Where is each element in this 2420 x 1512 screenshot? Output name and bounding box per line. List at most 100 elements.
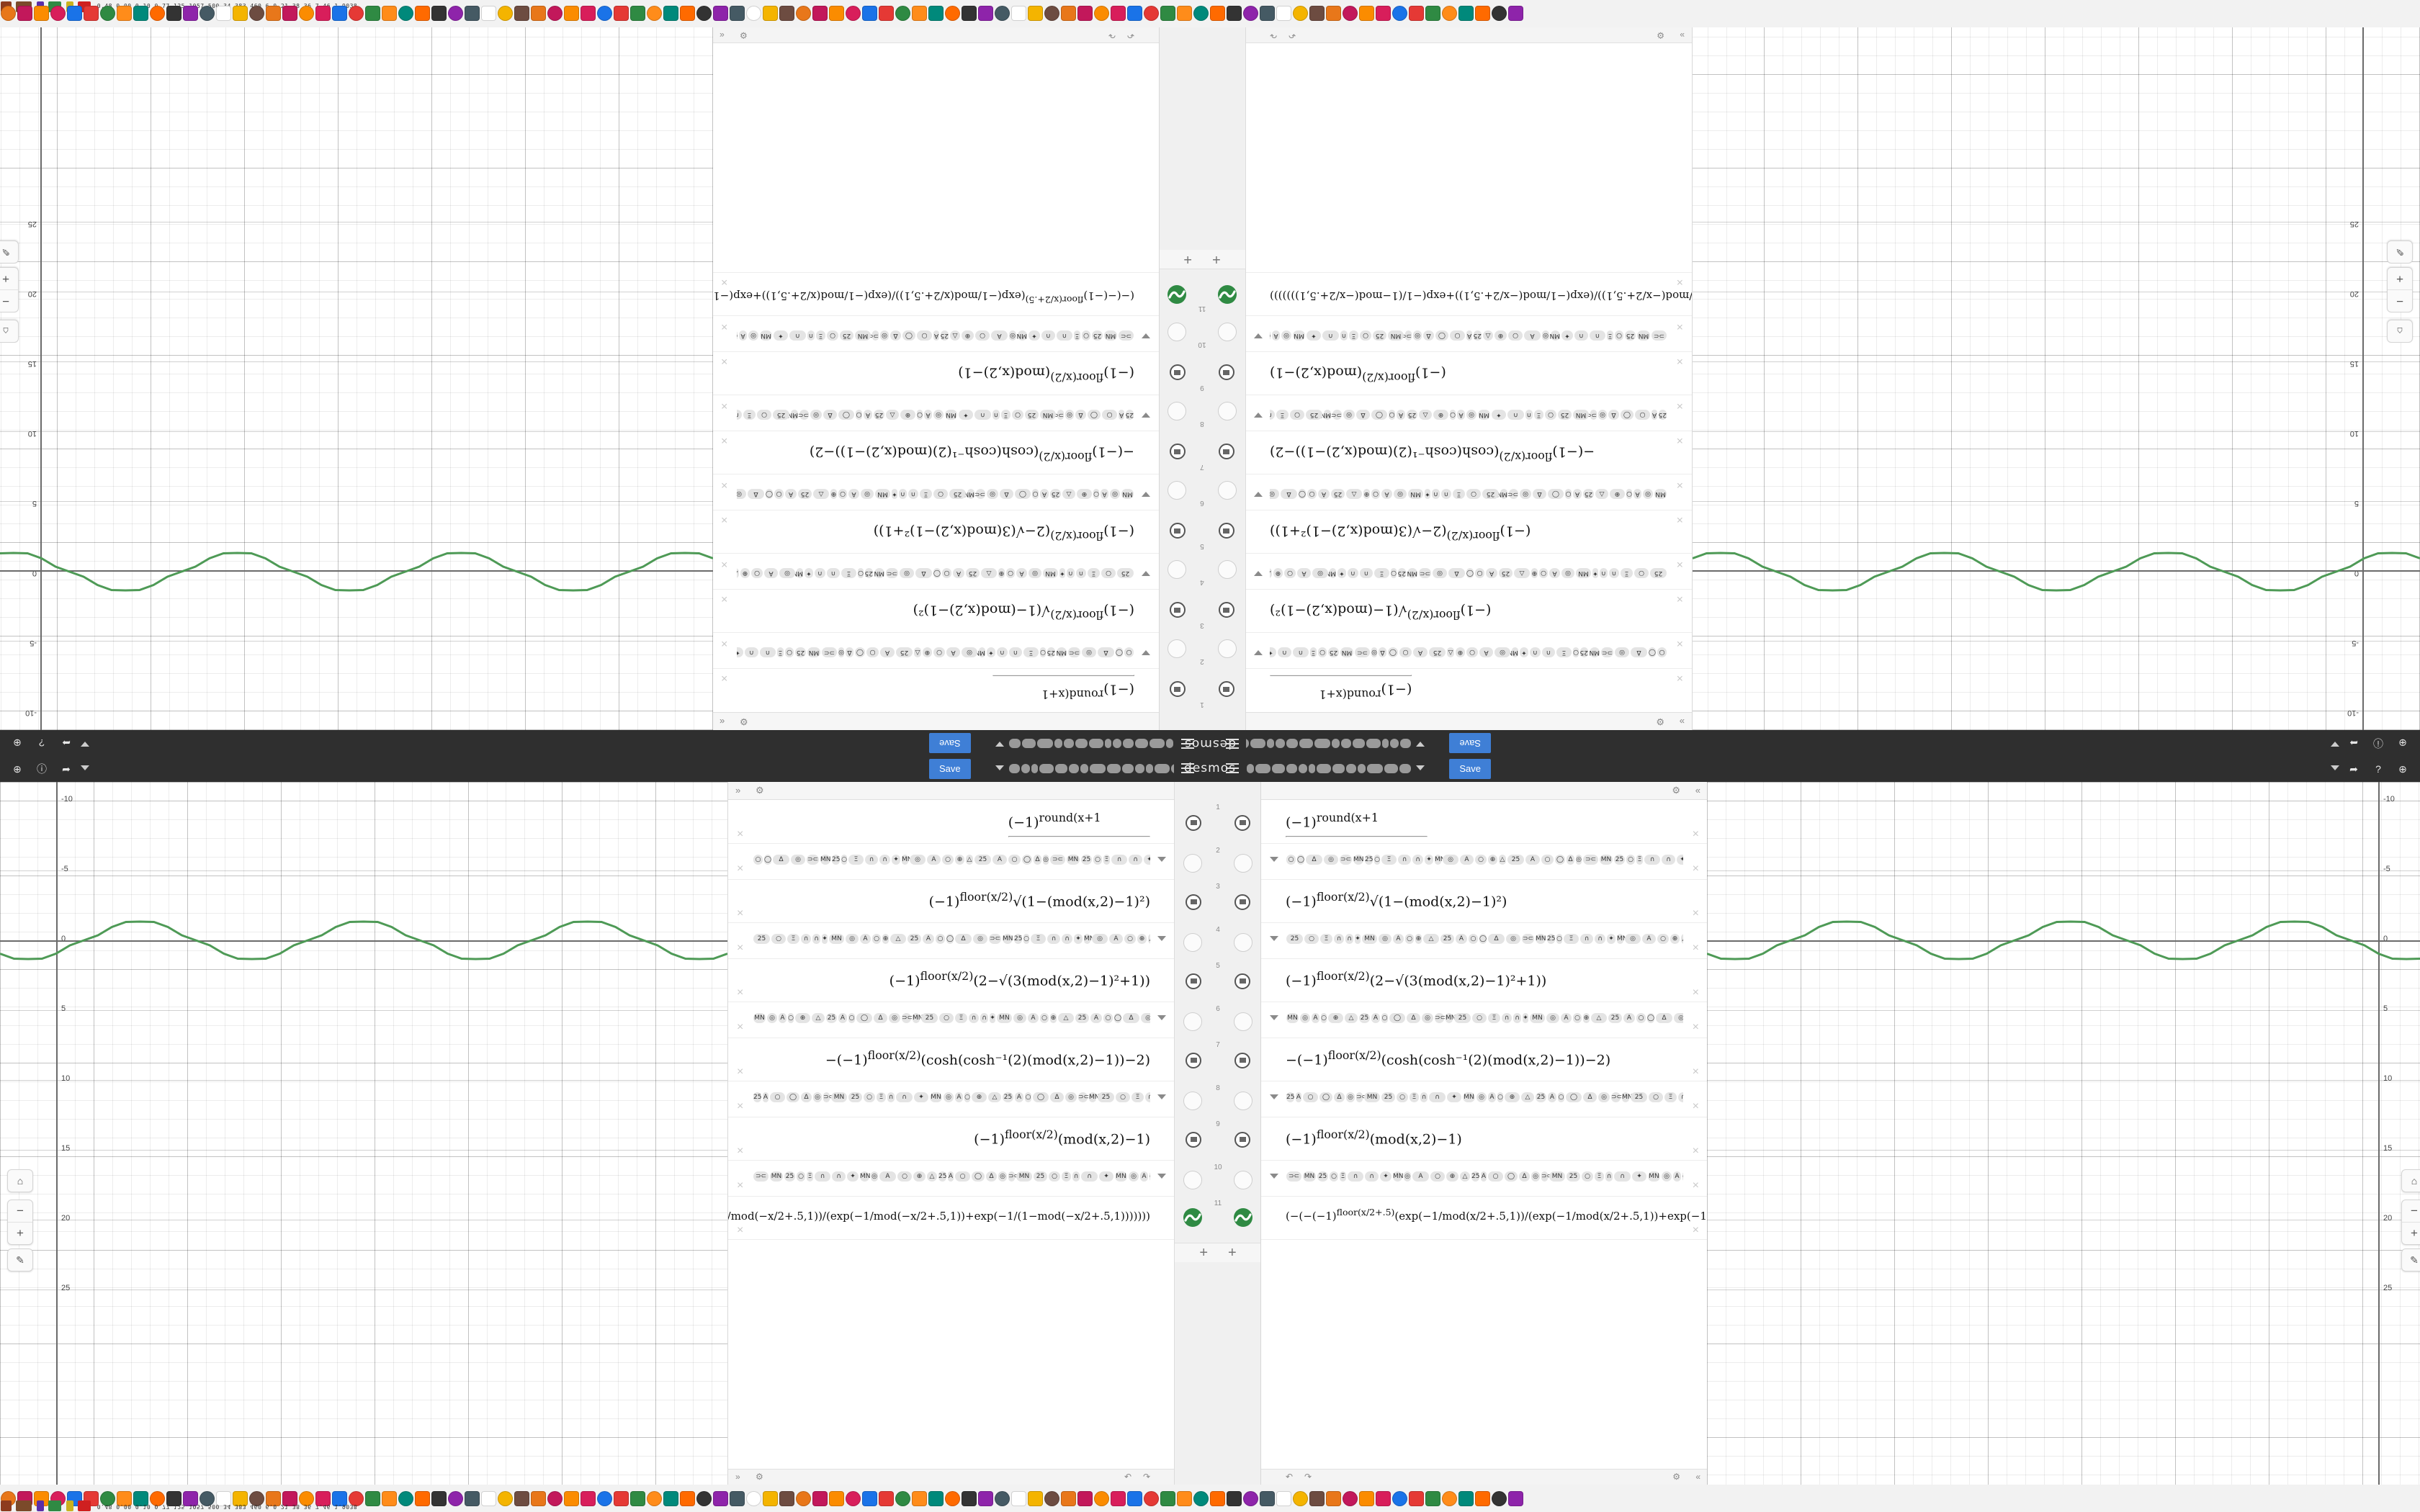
collapse-panel-icon[interactable]: « — [720, 716, 725, 727]
taskbar-icon[interactable] — [249, 1491, 264, 1506]
slider-row[interactable]: 25 Α ○ ◯ ∆ ◎ ⊃⊂ ΜΝ 25 ○ Ξ ∩ ∩ ✦ ΜΝ ◎ Α ○ ⊕ △ 25 Α ○ ◯ ∆ ◎ ⊃⊂ ΜΝ 25 ○ Ξ… — [1245, 395, 1692, 431]
delete-slider-icon[interactable]: × — [1692, 1021, 1699, 1033]
redo-icon[interactable]: ↷ — [1304, 1472, 1312, 1482]
taskbar-icon[interactable] — [1061, 6, 1076, 21]
taskbar-icon[interactable] — [663, 1491, 678, 1506]
chevron-down-icon[interactable] — [1270, 936, 1278, 941]
taskbar-icon[interactable] — [846, 1491, 861, 1506]
taskbar-icon[interactable] — [630, 1491, 645, 1506]
slider-color-placeholder[interactable] — [1218, 481, 1237, 500]
delete-slider-icon[interactable]: × — [1676, 320, 1683, 333]
undo-icon[interactable]: ↶ — [1289, 30, 1296, 40]
expression-row[interactable]: (−(−(−1)floor(x/2+.5)(exp(−1/mod(x/2+.5,… — [728, 1197, 1175, 1240]
add-expression-row[interactable]: ++ — [1175, 1243, 1261, 1262]
taskbar-icon[interactable] — [266, 6, 281, 21]
delete-expression-icon[interactable]: × — [721, 593, 728, 605]
expression-row[interactable]: −(−1)floor(x/2)(cosh(cosh⁻¹(2)(mod(x,2)−… — [1261, 1038, 1708, 1081]
curve-color-toggle[interactable] — [1234, 973, 1250, 989]
curve-color-toggle[interactable] — [1234, 1208, 1252, 1227]
slider-row[interactable]: ΜΝ◎Α○⊕△25Α○◯∆◎⊃⊂ΜΝ25○Ξ∩∩✦ΜΝ◎Α○⊕△25Α○◯∆◎⊃… — [1261, 1002, 1708, 1038]
taskbar-icon[interactable] — [100, 1491, 115, 1506]
delete-slider-icon[interactable]: × — [721, 479, 728, 491]
taskbar-icon[interactable] — [1044, 1491, 1059, 1506]
taskbar-icon[interactable] — [166, 6, 182, 21]
delete-expression-icon[interactable]: × — [721, 672, 728, 684]
expression-row[interactable]: (−1)floor(x/2)(2−√(3(mod(x,2)−1)²+1)) × — [728, 959, 1175, 1002]
taskbar-icon[interactable] — [514, 6, 529, 21]
home-button[interactable]: ⌂ — [7, 1169, 33, 1192]
curve-color-toggle[interactable] — [1186, 894, 1201, 910]
taskbar-icon[interactable] — [597, 1491, 612, 1506]
expression-panel-topbar[interactable]: » ⚙ — [1245, 712, 1692, 730]
app-header[interactable]: ⊕ ⓘ ➦ desmos ⊕? ➦ Save Save — [0, 756, 2420, 782]
info-icon[interactable]: ⓘ — [2373, 737, 2383, 749]
taskbar-icon[interactable] — [531, 1491, 546, 1506]
taskbar-icon[interactable] — [1276, 6, 1291, 21]
taskbar-icon[interactable] — [233, 6, 248, 21]
chevron-down-icon[interactable] — [1157, 1015, 1166, 1020]
taskbar-icon[interactable] — [581, 1491, 596, 1506]
taskbar-icon[interactable] — [564, 6, 579, 21]
delete-expression-icon[interactable]: × — [737, 986, 744, 999]
expression-formula[interactable]: (−1)floor(x/2)(2−√(3(mod(x,2)−1)²+1)) — [1286, 969, 1547, 989]
taskbar-icon[interactable] — [100, 6, 115, 21]
zoom-controls[interactable]: − + — [2387, 267, 2413, 312]
taskbar-icon[interactable] — [448, 1491, 463, 1506]
curve-color-toggle[interactable] — [1186, 815, 1201, 831]
taskbar-icon[interactable] — [332, 1491, 347, 1506]
expression-row[interactable]: (−1)round(x+12)((mod(x,2)−1)2−1)× — [1261, 801, 1708, 863]
taskbar-icon[interactable] — [1392, 1491, 1407, 1506]
taskbar-icon[interactable] — [1160, 6, 1175, 21]
expression-panel-right[interactable]: ⚙«(−1)round(x+12)((mod(x,2)−1)2−1)×○◯∆◎⊃… — [712, 27, 1160, 730]
taskbar-icon[interactable] — [365, 1491, 380, 1506]
taskbar-icon[interactable] — [349, 1491, 364, 1506]
taskbar-icon[interactable] — [912, 6, 927, 21]
expression-formula[interactable]: (−1)floor(x/2)√(1−(mod(x,2)−1)²) — [1286, 890, 1507, 910]
expression-row[interactable]: (−1)floor(x/2)(mod(x,2)−1) × — [728, 1117, 1175, 1161]
taskbar-icon[interactable] — [812, 6, 828, 21]
graph-settings-wrench-button[interactable]: ✎ — [2401, 1248, 2420, 1272]
zoom-in-button[interactable]: + — [2396, 272, 2403, 286]
taskbar-icon[interactable] — [216, 6, 231, 21]
delete-expression-icon[interactable]: × — [1692, 1066, 1699, 1078]
slider-color-placeholder[interactable] — [1183, 933, 1202, 952]
gear-icon[interactable]: ⚙ — [740, 716, 748, 727]
taskbar-icon[interactable] — [1227, 1491, 1242, 1506]
taskbar-icon[interactable] — [1343, 6, 1358, 21]
taskbar-icon[interactable] — [415, 6, 430, 21]
taskbar-icon[interactable] — [183, 1491, 198, 1506]
taskbar-icon[interactable] — [1359, 6, 1374, 21]
delete-expression-icon[interactable]: × — [737, 828, 744, 840]
expression-row[interactable]: (−1)floor(x/2)(mod(x,2)−1) × — [1245, 351, 1692, 395]
slider-color-placeholder[interactable] — [1234, 1092, 1252, 1110]
help-icon[interactable]: ? — [2375, 763, 2381, 775]
taskbar-icon[interactable] — [730, 1491, 745, 1506]
taskbar-icon[interactable] — [117, 6, 132, 21]
chevron-down-icon[interactable] — [1254, 650, 1263, 655]
taskbar-icon[interactable] — [514, 1491, 529, 1506]
taskbar-icon[interactable] — [1260, 1491, 1275, 1506]
delete-slider-icon[interactable]: × — [737, 1100, 744, 1112]
taskbar-icon[interactable] — [564, 1491, 579, 1506]
taskbar-icon[interactable] — [1243, 1491, 1258, 1506]
expression-formula[interactable]: −(−1)floor(x/2)(cosh(cosh⁻¹(2)(mod(x,2)−… — [1286, 1048, 1611, 1068]
slider-row[interactable]: ○◯∆◎⊃⊂ΜΝ25○Ξ∩∩✦ΜΝ◎Α○⊕△25Α○◯∆◎⊃⊂ΜΝ25○Ξ∩∩✦… — [1245, 632, 1692, 668]
chevron-down-icon[interactable] — [1142, 333, 1150, 338]
curve-color-toggle[interactable] — [1186, 1053, 1201, 1068]
delete-slider-icon[interactable]: × — [1676, 558, 1683, 570]
expression-formula[interactable]: (−1)floor(x/2)(2−√(3(mod(x,2)−1)²+1)) — [873, 523, 1134, 543]
taskbar-icon[interactable] — [382, 6, 397, 21]
gear-icon[interactable]: ⚙ — [1672, 1472, 1680, 1482]
taskbar-icon[interactable] — [183, 6, 198, 21]
slider-row[interactable]: 25○Ξ∩∩✦ΜΝ◎Α○⊕△25Α○◯∆◎⊃⊂ΜΝ25○Ξ∩∩✦ΜΝ◎Α○⊕△2… — [1245, 553, 1692, 589]
share-icon[interactable]: ➦ — [2349, 737, 2358, 749]
expression-row[interactable]: (−1)floor(x/2)√(1−(mod(x,2)−1)²) × — [1261, 880, 1708, 923]
delete-expression-icon[interactable]: × — [1676, 672, 1683, 684]
delete-expression-icon[interactable]: × — [1676, 355, 1683, 367]
expression-row[interactable]: (−1)round(x+12)((mod(x,2)−1)2−1)× — [728, 801, 1175, 863]
expression-row[interactable]: (−(−(−1)floor(x/2+.5)(exp(−1/mod(x/2+.5,… — [1245, 272, 1693, 315]
delete-expression-icon[interactable]: × — [737, 1145, 744, 1157]
taskbar-icon[interactable] — [415, 1491, 430, 1506]
taskbar-icon[interactable] — [1492, 6, 1507, 21]
collapse-panel-icon[interactable]: « — [1695, 1472, 1700, 1482]
